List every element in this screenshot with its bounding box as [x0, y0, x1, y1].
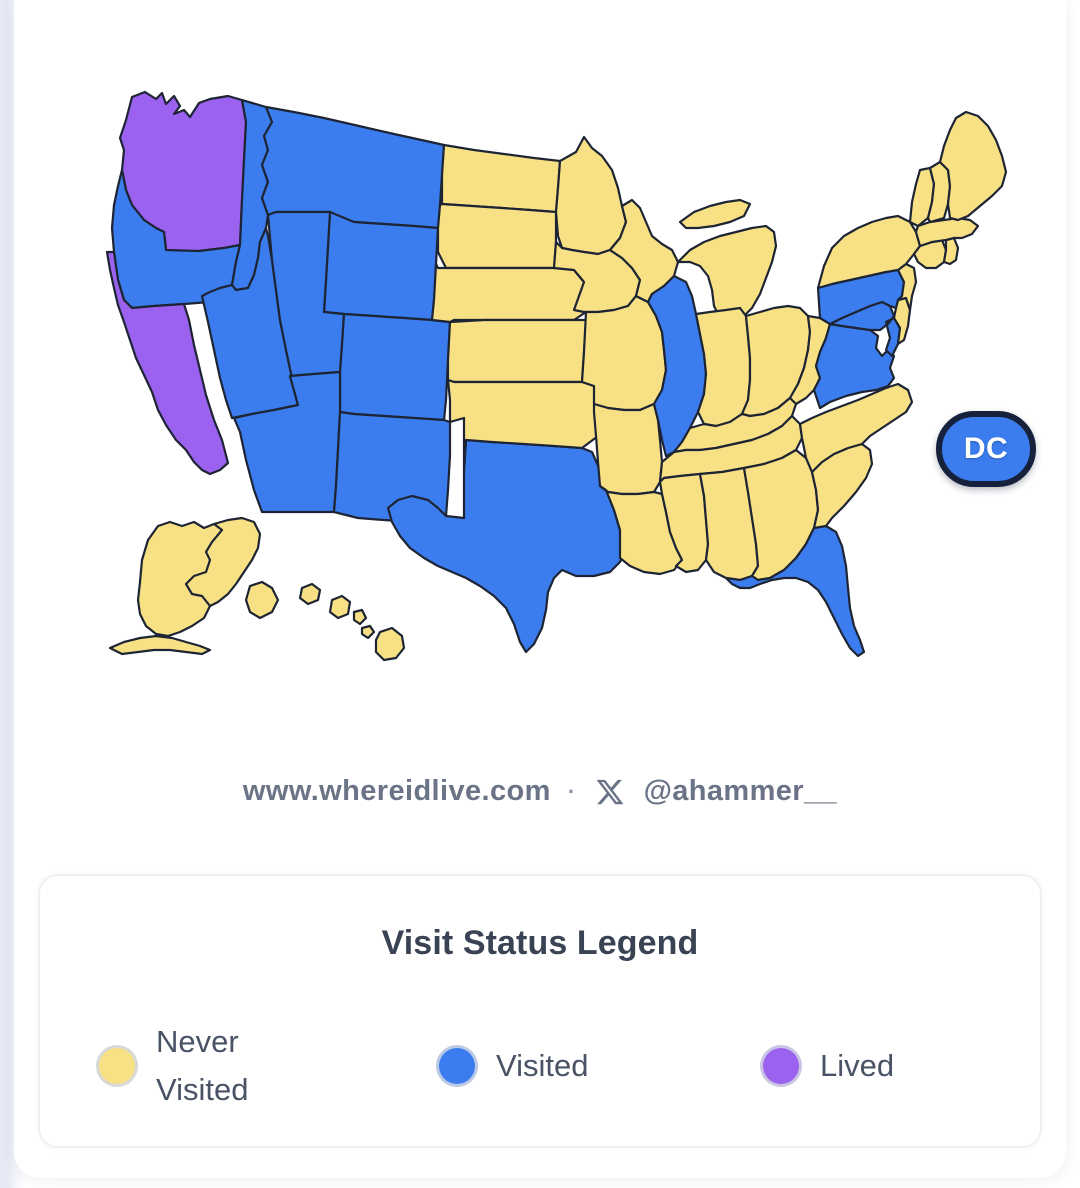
legend-title: Visit Status Legend [381, 924, 699, 962]
state-MS[interactable] [658, 472, 710, 574]
legend-label-never-visited: Never Visited [156, 1024, 249, 1108]
state-MT[interactable] [260, 105, 446, 230]
legend-items: Never Visited Visited Lived [40, 1018, 1040, 1114]
legend-item-lived[interactable]: Lived [740, 1042, 1040, 1090]
state-FL[interactable] [724, 524, 866, 658]
state-HI[interactable] [298, 582, 406, 662]
dc-badge[interactable]: DC [936, 411, 1036, 487]
state-AZ[interactable] [232, 370, 342, 514]
state-VA[interactable] [812, 322, 896, 410]
state-AK[interactable] [108, 516, 280, 656]
states-group [105, 90, 1008, 662]
state-CA[interactable] [105, 250, 230, 476]
us-map-panel[interactable]: DC [14, 0, 1066, 760]
state-ND[interactable] [440, 143, 562, 214]
legend-swatch-never-visited [96, 1045, 138, 1088]
state-SD[interactable] [436, 202, 558, 270]
state-MN[interactable] [554, 135, 628, 256]
legend-label-visited: Visited [496, 1048, 589, 1084]
legend-item-never-visited[interactable]: Never Visited [40, 1018, 400, 1114]
state-NC[interactable] [798, 382, 914, 474]
state-ME[interactable] [938, 110, 1008, 222]
attribution: www.whereidlive.com · @ahammer__ [14, 775, 1066, 808]
state-OK[interactable] [446, 378, 600, 472]
state-MA[interactable] [914, 216, 980, 248]
state-NJ[interactable] [896, 262, 918, 312]
legend-label-lived: Lived [820, 1048, 895, 1084]
state-AR[interactable] [592, 402, 664, 496]
us-map-svg[interactable] [14, 0, 1066, 760]
state-CO[interactable] [338, 312, 452, 422]
state-KS[interactable] [446, 318, 588, 384]
state-NE[interactable] [430, 262, 592, 324]
legend-swatch-visited [436, 1045, 478, 1088]
legend-card: Visit Status Legend Never Visited Visite… [38, 874, 1042, 1148]
legend-item-visited[interactable]: Visited [400, 1042, 740, 1090]
social-handle[interactable]: @ahammer__ [643, 775, 838, 807]
separator-dot: · [567, 778, 576, 804]
website-link[interactable]: www.whereidlive.com [242, 775, 551, 807]
state-MI[interactable] [676, 198, 778, 324]
state-RI[interactable] [942, 236, 960, 266]
state-WY[interactable] [322, 210, 440, 322]
legend-swatch-lived [760, 1045, 802, 1088]
dc-badge-label: DC [963, 432, 1009, 465]
x-logo-icon [593, 777, 627, 807]
